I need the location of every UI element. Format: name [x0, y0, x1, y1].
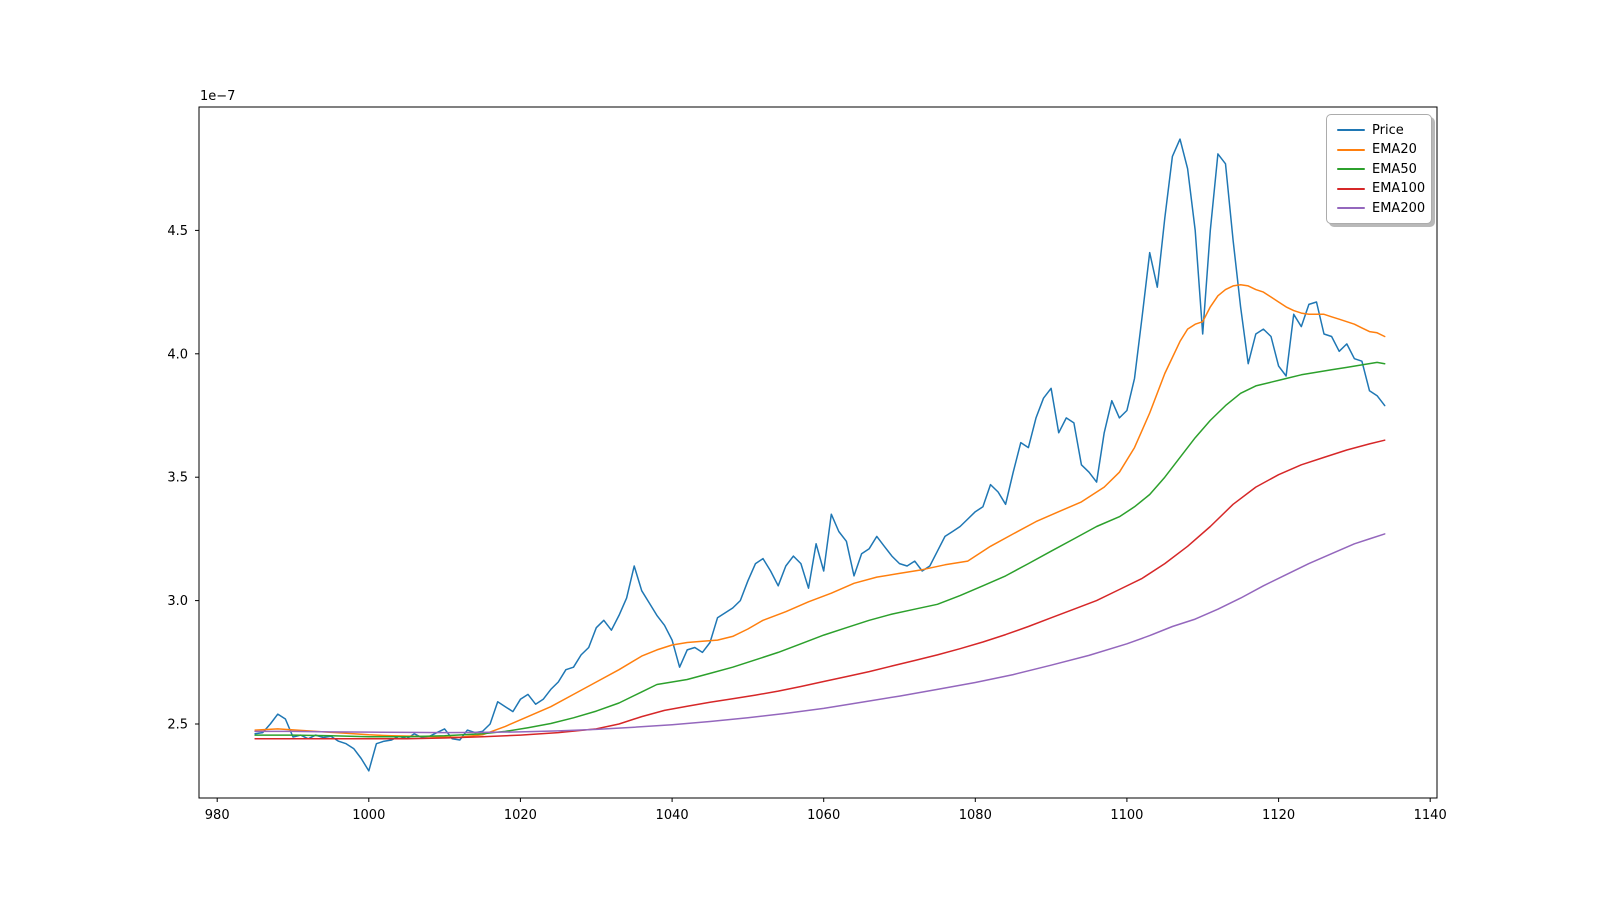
- legend-item-price: Price: [1337, 123, 1425, 137]
- x-tick-label: 1060: [807, 808, 840, 823]
- x-tick-label: 1100: [1110, 808, 1143, 823]
- x-tick-label: 1000: [352, 808, 385, 823]
- ema100-line: [254, 439, 1386, 740]
- y-tick-label: 2.5: [167, 717, 188, 732]
- legend-label: EMA200: [1372, 200, 1426, 216]
- y-tick-label: 3.0: [167, 594, 188, 609]
- ema200-line: [254, 533, 1386, 734]
- price-legend-line-sample: [1337, 129, 1365, 131]
- legend: Price EMA20 EMA50 EMA100 EMA200: [1326, 114, 1432, 224]
- legend-label: EMA50: [1372, 161, 1417, 177]
- y-tick-label: 4.0: [167, 347, 188, 362]
- ema20-legend-line-sample: [1337, 148, 1365, 151]
- x-tick-label: 1020: [504, 808, 537, 823]
- legend-item-ema50: EMA50: [1337, 162, 1425, 176]
- x-tick-label: 1080: [959, 808, 992, 823]
- y-tick-label: 4.5: [167, 224, 188, 239]
- ema200-legend-line-sample: [1337, 207, 1365, 209]
- x-tick-label: 1040: [656, 808, 689, 823]
- price-line: [254, 138, 1386, 772]
- ema20-line: [254, 283, 1386, 739]
- plot-border: [198, 106, 1438, 799]
- legend-item-ema100: EMA100: [1337, 182, 1425, 196]
- ema100-legend-line-sample: [1337, 187, 1365, 190]
- legend-item-ema200: EMA200: [1337, 201, 1425, 215]
- legend-label: EMA20: [1372, 142, 1417, 157]
- x-tick-label: 1140: [1414, 808, 1447, 823]
- y-tick-label: 3.5: [167, 471, 188, 486]
- ema50-legend-line-sample: [1337, 168, 1365, 170]
- legend-item-ema20: EMA20: [1337, 143, 1425, 157]
- y-axis-offset-label: 1e−7: [200, 89, 235, 104]
- x-tick-label: 980: [205, 808, 230, 823]
- x-tick-label: 1120: [1262, 808, 1295, 823]
- legend-label: Price: [1372, 122, 1404, 138]
- legend-label: EMA100: [1372, 181, 1426, 196]
- ema50-line: [254, 361, 1386, 738]
